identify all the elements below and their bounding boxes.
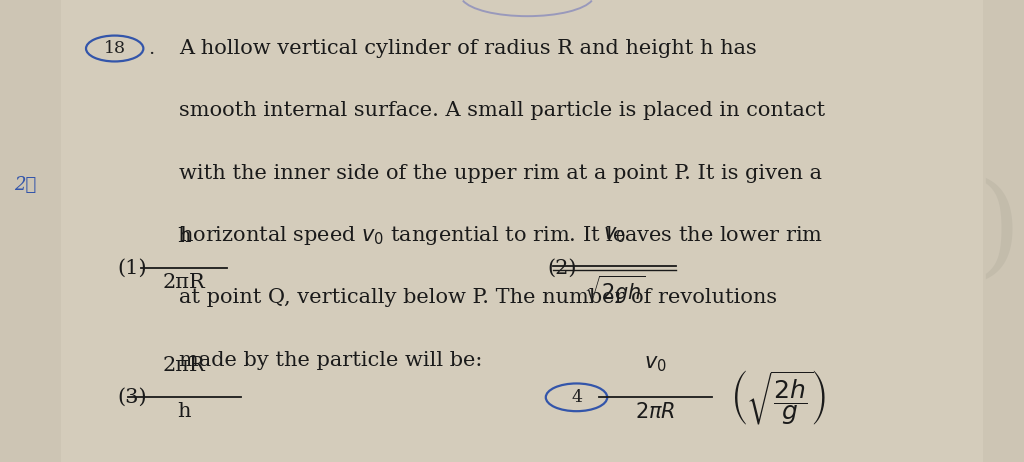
Text: with the inner side of the upper rim at a point P. It is given a: with the inner side of the upper rim at …	[179, 164, 822, 183]
Text: 2πR: 2πR	[163, 273, 206, 292]
Text: 18: 18	[103, 40, 126, 57]
Text: h: h	[177, 402, 191, 421]
Text: $\sqrt{2gh}$: $\sqrt{2gh}$	[584, 274, 645, 306]
Text: horizontal speed $v_0$ tangential to rim. It leaves the lower rim: horizontal speed $v_0$ tangential to rim…	[179, 224, 823, 247]
Text: $v_0$: $v_0$	[644, 355, 667, 374]
Text: $\left(\sqrt{\dfrac{2h}{g}}\right)$: $\left(\sqrt{\dfrac{2h}{g}}\right)$	[730, 368, 826, 427]
FancyBboxPatch shape	[61, 0, 983, 462]
Text: ): )	[977, 177, 1020, 285]
Text: A hollow vertical cylinder of radius R and height h has: A hollow vertical cylinder of radius R a…	[179, 39, 757, 58]
Text: 2ℓ: 2ℓ	[14, 176, 37, 194]
Text: 2πR: 2πR	[163, 356, 206, 375]
Text: (1): (1)	[118, 258, 147, 278]
Text: .: .	[148, 40, 155, 57]
Text: (3): (3)	[118, 388, 147, 407]
Text: 4: 4	[571, 389, 582, 406]
Text: $2\pi R$: $2\pi R$	[635, 402, 676, 422]
Text: made by the particle will be:: made by the particle will be:	[179, 351, 482, 370]
Text: $v_0$: $v_0$	[603, 225, 626, 245]
Text: at point Q, vertically below P. The number of revolutions: at point Q, vertically below P. The numb…	[179, 288, 777, 308]
Text: (2): (2)	[548, 258, 578, 278]
Text: h: h	[177, 227, 191, 246]
Text: smooth internal surface. A small particle is placed in contact: smooth internal surface. A small particl…	[179, 101, 825, 121]
